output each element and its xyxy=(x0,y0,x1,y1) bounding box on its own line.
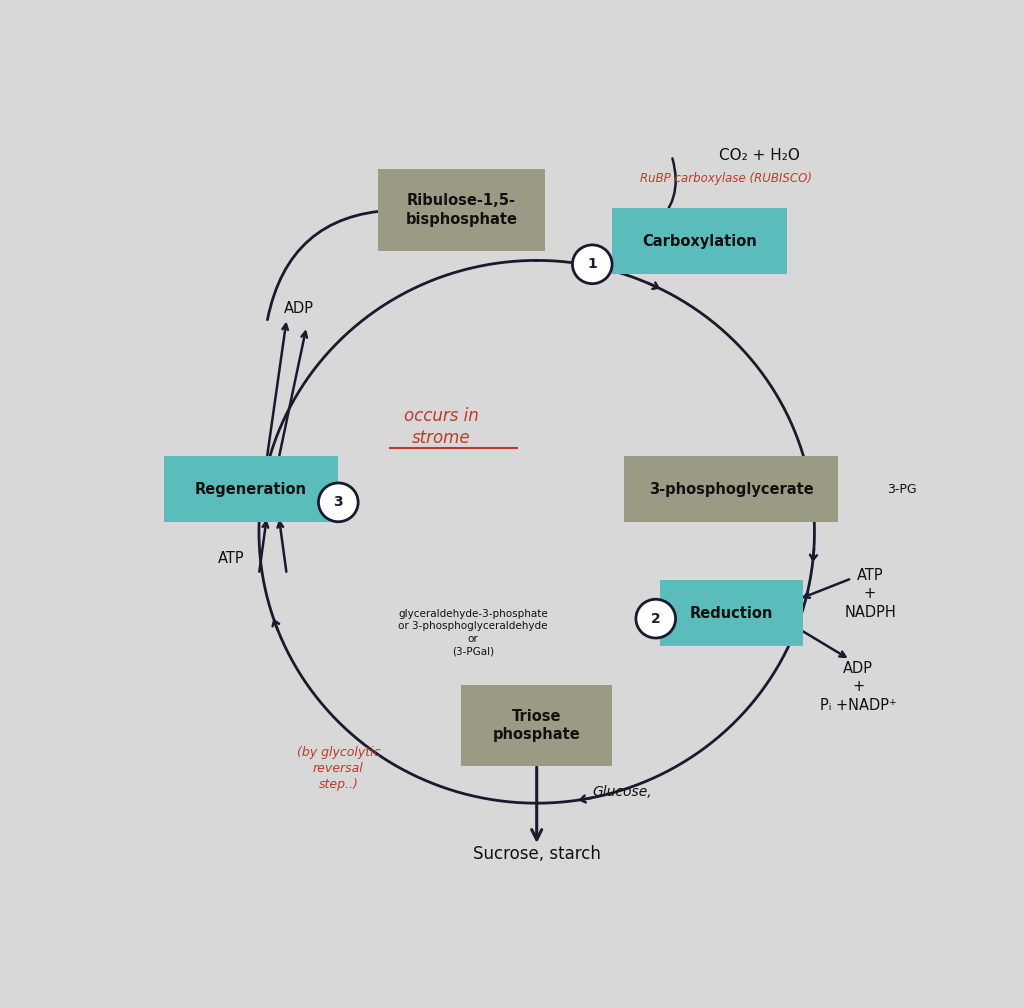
Text: Ribulose-1,5-
bisphosphate: Ribulose-1,5- bisphosphate xyxy=(406,193,517,227)
Text: RuBP carboxylase (RUBISCO): RuBP carboxylase (RUBISCO) xyxy=(640,172,812,185)
Text: ATP: ATP xyxy=(218,552,245,566)
FancyBboxPatch shape xyxy=(164,456,338,522)
Text: occurs in
strome: occurs in strome xyxy=(404,407,479,447)
Text: 2: 2 xyxy=(651,611,660,625)
FancyBboxPatch shape xyxy=(624,456,839,522)
Text: 1: 1 xyxy=(588,257,597,271)
FancyBboxPatch shape xyxy=(378,169,545,251)
FancyBboxPatch shape xyxy=(659,580,803,646)
Circle shape xyxy=(318,483,358,522)
Text: Regeneration: Regeneration xyxy=(195,481,307,496)
Circle shape xyxy=(636,599,676,638)
Text: ADP
+
Pᵢ +NADP⁺: ADP + Pᵢ +NADP⁺ xyxy=(820,661,896,713)
FancyBboxPatch shape xyxy=(462,685,612,766)
Text: 3-phosphoglycerate: 3-phosphoglycerate xyxy=(649,481,813,496)
Text: Carboxylation: Carboxylation xyxy=(642,234,757,249)
Text: ATP
+
NADPH: ATP + NADPH xyxy=(844,568,896,620)
Text: Triose
phosphate: Triose phosphate xyxy=(493,709,581,742)
Text: 3-PG: 3-PG xyxy=(887,482,916,495)
Text: Glucose,: Glucose, xyxy=(592,784,652,799)
Text: CO₂ + H₂O: CO₂ + H₂O xyxy=(719,148,800,163)
Text: Sucrose, starch: Sucrose, starch xyxy=(473,845,601,863)
Circle shape xyxy=(572,245,612,284)
FancyBboxPatch shape xyxy=(612,208,786,274)
Text: (by glycolytic
reversal
step..): (by glycolytic reversal step..) xyxy=(297,746,380,790)
Text: ADP: ADP xyxy=(284,301,313,316)
Text: glyceraldehyde-3-phosphate
or 3-phosphoglyceraldehyde
or
(3-PGal): glyceraldehyde-3-phosphate or 3-phosphog… xyxy=(398,609,548,657)
Text: Reduction: Reduction xyxy=(689,606,773,620)
Text: 3: 3 xyxy=(334,495,343,510)
